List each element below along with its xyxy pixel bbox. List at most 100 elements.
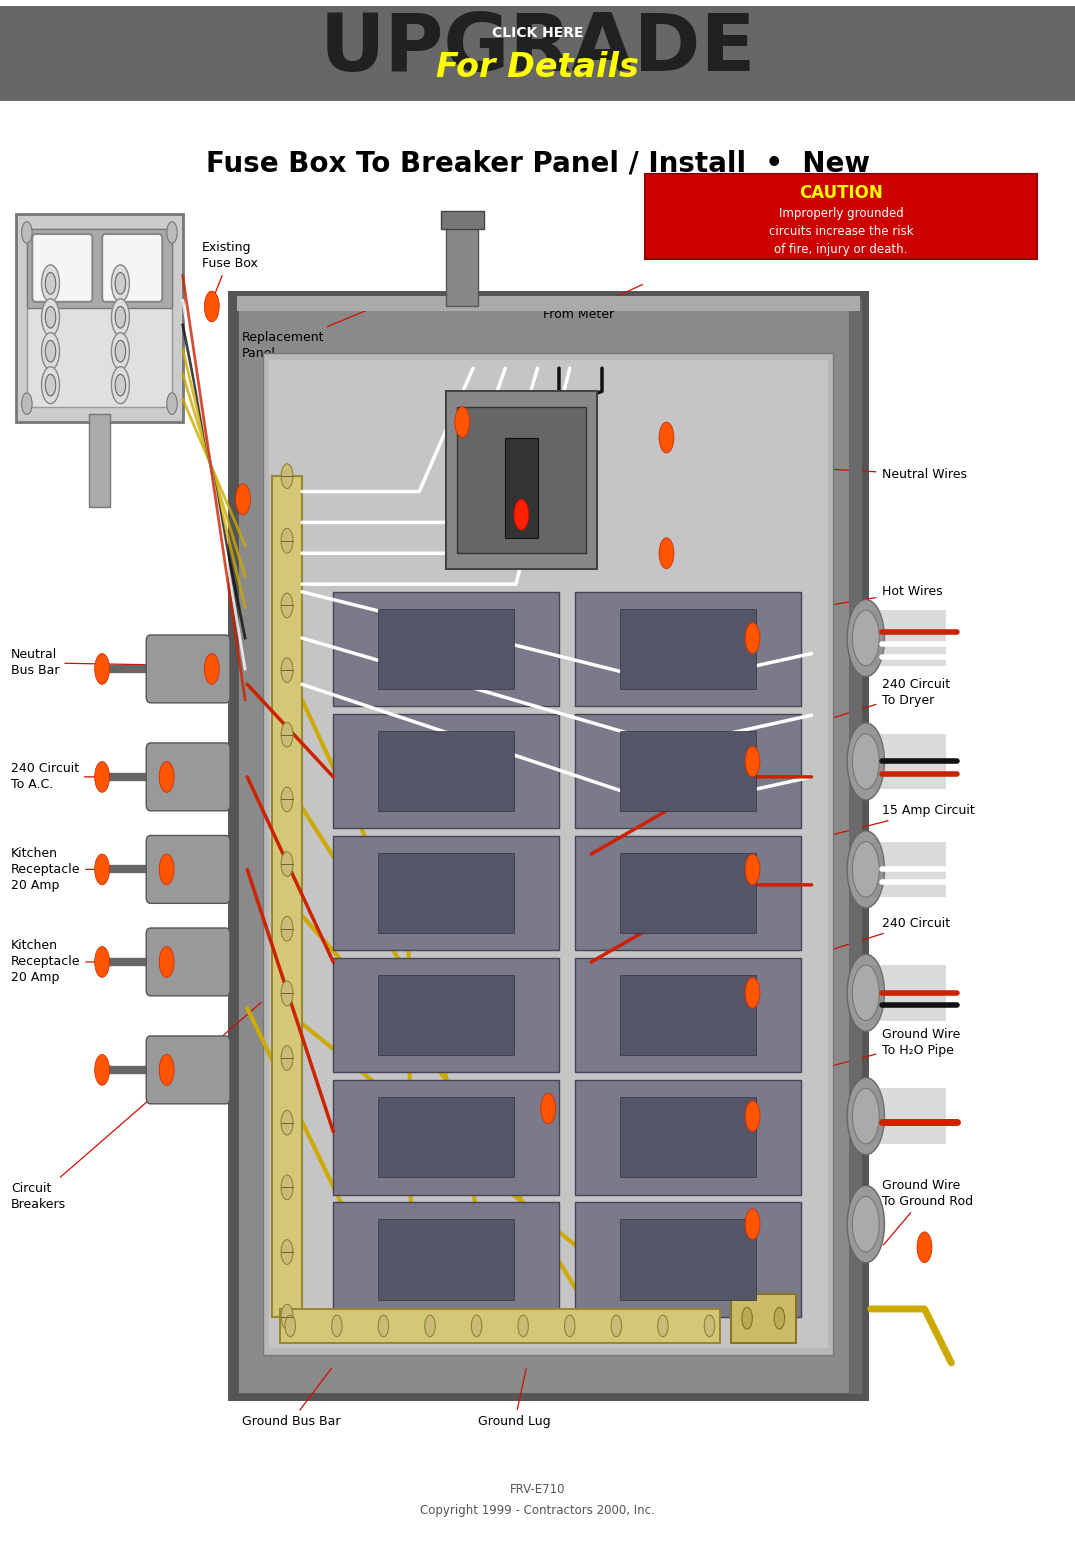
Bar bbox=[731, 1294, 796, 1342]
Ellipse shape bbox=[281, 916, 293, 941]
FancyBboxPatch shape bbox=[146, 1036, 230, 1104]
Bar bbox=[620, 1220, 756, 1299]
Bar bbox=[575, 591, 801, 706]
Bar bbox=[865, 964, 946, 1020]
Ellipse shape bbox=[281, 851, 293, 876]
Ellipse shape bbox=[115, 272, 126, 294]
Text: CAUTION: CAUTION bbox=[800, 184, 883, 201]
Bar bbox=[333, 1203, 559, 1317]
Ellipse shape bbox=[281, 1110, 293, 1135]
Text: FRV-E710: FRV-E710 bbox=[510, 1483, 565, 1495]
Ellipse shape bbox=[852, 1197, 879, 1252]
Bar bbox=[333, 1081, 559, 1195]
Ellipse shape bbox=[112, 367, 129, 404]
Text: Replacement
Panel: Replacement Panel bbox=[242, 303, 385, 359]
Ellipse shape bbox=[281, 464, 293, 489]
Text: Hot Wires: Hot Wires bbox=[820, 585, 942, 607]
Ellipse shape bbox=[167, 393, 177, 415]
Text: Ground Wire
To Ground Rod: Ground Wire To Ground Rod bbox=[882, 1178, 973, 1245]
FancyBboxPatch shape bbox=[32, 234, 92, 302]
Ellipse shape bbox=[564, 1316, 575, 1337]
Ellipse shape bbox=[745, 746, 760, 777]
Bar bbox=[505, 438, 538, 537]
Ellipse shape bbox=[235, 485, 250, 514]
Ellipse shape bbox=[159, 946, 174, 977]
Ellipse shape bbox=[659, 537, 674, 568]
Text: From Meter: From Meter bbox=[543, 285, 643, 320]
Ellipse shape bbox=[167, 221, 177, 243]
Bar bbox=[88, 415, 111, 508]
Text: Main
Disconnect Switch: Main Disconnect Switch bbox=[538, 410, 653, 469]
Bar bbox=[236, 296, 860, 311]
Ellipse shape bbox=[852, 1088, 879, 1144]
Bar bbox=[263, 353, 833, 1354]
Bar bbox=[378, 1220, 514, 1299]
Ellipse shape bbox=[45, 307, 56, 328]
Ellipse shape bbox=[742, 1308, 752, 1330]
Bar bbox=[228, 291, 869, 1401]
Bar bbox=[849, 299, 862, 1393]
Ellipse shape bbox=[745, 977, 760, 1008]
Ellipse shape bbox=[455, 407, 470, 438]
Ellipse shape bbox=[745, 1101, 760, 1132]
Bar bbox=[441, 211, 484, 229]
Bar bbox=[378, 853, 514, 933]
Text: For Details: For Details bbox=[436, 51, 639, 85]
Ellipse shape bbox=[95, 762, 110, 793]
Ellipse shape bbox=[425, 1316, 435, 1337]
Bar bbox=[378, 1098, 514, 1178]
Bar bbox=[575, 1203, 801, 1317]
Ellipse shape bbox=[112, 265, 129, 302]
Bar bbox=[865, 1088, 946, 1144]
Text: 240 Circuit
To Dryer: 240 Circuit To Dryer bbox=[819, 678, 949, 721]
Text: Ground Bus Bar: Ground Bus Bar bbox=[242, 1368, 341, 1429]
Ellipse shape bbox=[45, 272, 56, 294]
Ellipse shape bbox=[281, 723, 293, 748]
Text: CLICK HERE: CLICK HERE bbox=[491, 25, 584, 40]
Bar bbox=[620, 853, 756, 933]
Text: Neutral
Bus Bar: Neutral Bus Bar bbox=[11, 649, 207, 676]
Ellipse shape bbox=[42, 333, 59, 370]
Ellipse shape bbox=[917, 1232, 932, 1263]
Ellipse shape bbox=[95, 653, 110, 684]
Ellipse shape bbox=[204, 653, 219, 684]
Ellipse shape bbox=[518, 1316, 529, 1337]
Bar bbox=[27, 229, 172, 407]
Text: Neutral Wires: Neutral Wires bbox=[820, 467, 966, 481]
Bar bbox=[620, 608, 756, 689]
Ellipse shape bbox=[42, 265, 59, 302]
Ellipse shape bbox=[112, 333, 129, 370]
Ellipse shape bbox=[774, 1308, 785, 1330]
Ellipse shape bbox=[378, 1316, 389, 1337]
Bar bbox=[575, 836, 801, 950]
Text: Ground Wire
To H₂O Pipe: Ground Wire To H₂O Pipe bbox=[819, 1028, 960, 1070]
Ellipse shape bbox=[847, 954, 885, 1031]
Bar bbox=[865, 610, 946, 666]
Text: Improperly grounded
circuits increase the risk
of fire, injury or death.: Improperly grounded circuits increase th… bbox=[769, 207, 914, 255]
Ellipse shape bbox=[745, 622, 760, 653]
Ellipse shape bbox=[658, 1316, 669, 1337]
Text: Kitchen
Receptacle
20 Amp: Kitchen Receptacle 20 Amp bbox=[11, 847, 156, 892]
Ellipse shape bbox=[514, 500, 529, 529]
Ellipse shape bbox=[204, 291, 219, 322]
Bar bbox=[333, 958, 559, 1073]
Bar bbox=[620, 731, 756, 811]
Bar bbox=[575, 958, 801, 1073]
Ellipse shape bbox=[159, 762, 174, 793]
Ellipse shape bbox=[659, 423, 674, 454]
Bar bbox=[269, 361, 828, 1347]
Ellipse shape bbox=[115, 375, 126, 396]
Ellipse shape bbox=[42, 299, 59, 336]
Text: 240 Circuit
To A.C.: 240 Circuit To A.C. bbox=[11, 762, 156, 791]
Bar bbox=[333, 591, 559, 706]
Bar bbox=[27, 229, 172, 308]
Text: Fuse Box To Breaker Panel / Install  •  New: Fuse Box To Breaker Panel / Install • Ne… bbox=[205, 149, 870, 176]
Bar bbox=[333, 836, 559, 950]
Ellipse shape bbox=[281, 528, 293, 553]
Ellipse shape bbox=[852, 734, 879, 789]
Text: UPGRADE: UPGRADE bbox=[319, 9, 756, 88]
Text: Circuit
Breakers: Circuit Breakers bbox=[11, 1002, 261, 1211]
Ellipse shape bbox=[281, 1240, 293, 1265]
Ellipse shape bbox=[95, 1054, 110, 1085]
Bar bbox=[446, 221, 478, 307]
